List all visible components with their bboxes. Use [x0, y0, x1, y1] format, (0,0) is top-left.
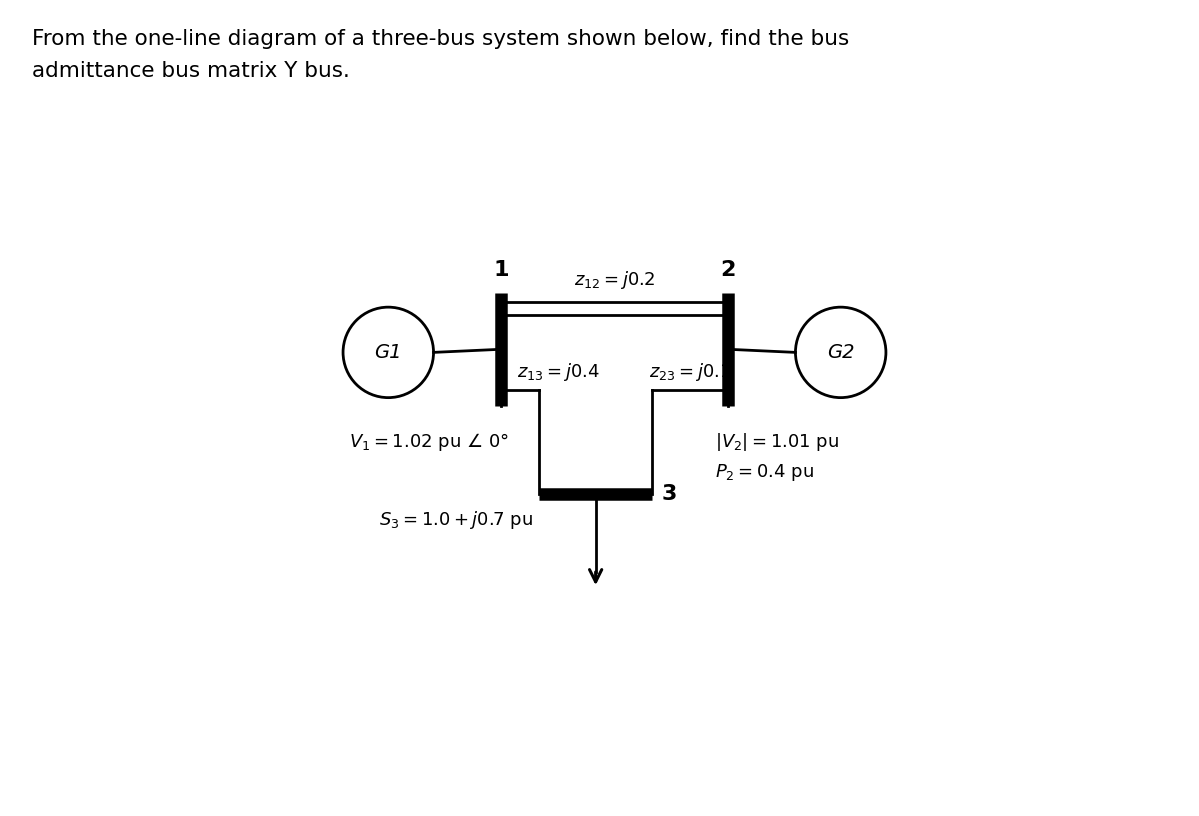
- Text: 3: 3: [662, 484, 677, 503]
- Text: G1: G1: [374, 343, 402, 361]
- Text: admittance bus matrix Y bus.: admittance bus matrix Y bus.: [32, 61, 350, 82]
- Text: 1: 1: [494, 260, 510, 280]
- Text: $|V_2| = 1.01$ pu: $|V_2| = 1.01$ pu: [715, 431, 839, 453]
- Text: $S_3 = 1.0 + j0.7$ pu: $S_3 = 1.0 + j0.7$ pu: [379, 509, 532, 531]
- Text: $z_{13}=j0.4$: $z_{13}=j0.4$: [517, 361, 600, 383]
- Text: G2: G2: [827, 343, 855, 361]
- Text: $z_{23}=j0.1$: $z_{23}=j0.1$: [649, 361, 731, 383]
- Text: $P_2 = 0.4$ pu: $P_2 = 0.4$ pu: [715, 463, 814, 483]
- Text: $z_{12}=j0.2$: $z_{12}=j0.2$: [574, 268, 655, 290]
- Text: From the one-line diagram of a three-bus system shown below, find the bus: From the one-line diagram of a three-bus…: [32, 29, 850, 49]
- Text: $V_1 = 1.02$ pu $\angle$ 0°: $V_1 = 1.02$ pu $\angle$ 0°: [349, 431, 510, 453]
- Text: 2: 2: [719, 260, 735, 280]
